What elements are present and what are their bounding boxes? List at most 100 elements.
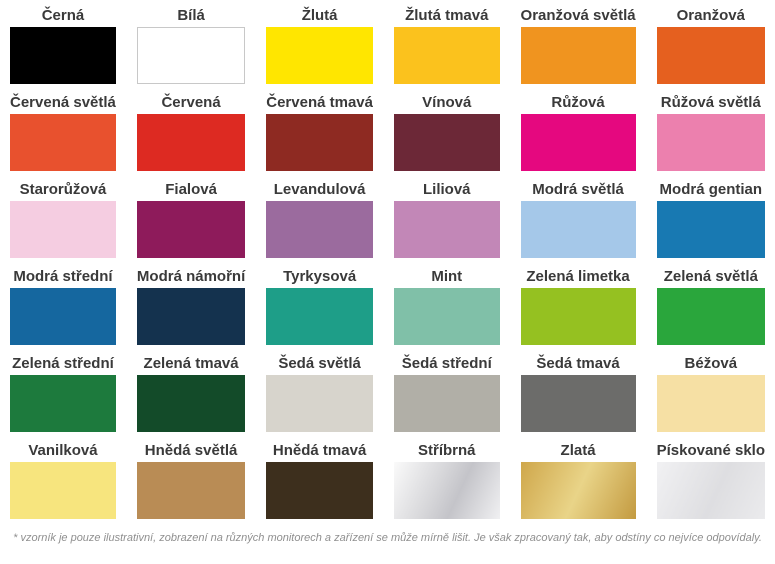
swatch-vinova: [393, 114, 500, 171]
swatch-label-cervena: Červená: [161, 94, 221, 111]
swatch-label-tyrkysova: Tyrkysová: [283, 268, 357, 285]
swatch-modra-stredni: [10, 288, 116, 345]
swatch-modra-gentian: [656, 201, 765, 258]
swatch-label-modra-stredni: Modrá střední: [13, 268, 113, 285]
swatch-cell-staroruzova: Starorůžová: [10, 178, 116, 258]
swatch-staroruzova: [10, 201, 116, 258]
swatch-cell-liliova: Liliová: [393, 178, 500, 258]
swatch-cell-hneda-tmava: Hnědá tmavá: [266, 439, 373, 519]
swatch-label-oranzova: Oranžová: [676, 7, 745, 24]
swatch-label-hneda-tmava: Hnědá tmavá: [272, 442, 367, 459]
swatch-cell-cervena-svetla: Červená světlá: [10, 91, 116, 171]
swatch-fialova: [136, 201, 246, 258]
swatch-label-ruzova-svetla: Růžová světlá: [660, 94, 761, 111]
swatch-cell-zluta: Žlutá: [266, 4, 373, 84]
swatch-cell-piskovane-sklo: Pískované sklo: [656, 439, 765, 519]
swatch-label-stribrna: Stříbrná: [418, 442, 476, 459]
swatch-cell-hneda-svetla: Hnědá světlá: [136, 439, 246, 519]
swatch-label-modra-namorni: Modrá námořní: [136, 268, 246, 285]
swatch-cell-zlata: Zlatá: [520, 439, 636, 519]
swatch-label-ruzova: Růžová: [551, 94, 605, 111]
swatch-label-cervena-svetla: Červená světlá: [10, 94, 116, 111]
swatch-label-liliova: Liliová: [423, 181, 471, 198]
swatch-label-seda-tmava: Šedá tmavá: [536, 355, 620, 372]
swatch-cell-modra-stredni: Modrá střední: [10, 265, 116, 345]
swatch-label-zelena-tmava: Zelená tmavá: [143, 355, 239, 372]
swatch-cell-ruzova-svetla: Růžová světlá: [656, 91, 765, 171]
swatch-label-oranzova-svetla: Oranžová světlá: [520, 7, 636, 24]
swatch-levandulova: [266, 201, 373, 258]
swatch-cell-oranzova: Oranžová: [656, 4, 765, 84]
swatch-label-bila: Bílá: [177, 7, 205, 24]
swatch-ruzova: [520, 114, 636, 171]
swatch-cervena: [136, 114, 246, 171]
swatch-cell-oranzova-svetla: Oranžová světlá: [520, 4, 636, 84]
swatch-cell-cervena: Červená: [136, 91, 246, 171]
swatch-zelena-stredni: [10, 375, 116, 432]
swatch-label-zelena-svetla: Zelená světlá: [663, 268, 758, 285]
swatch-label-vinova: Vínová: [422, 94, 472, 111]
swatch-cell-tyrkysova: Tyrkysová: [266, 265, 373, 345]
swatch-ruzova-svetla: [656, 114, 765, 171]
swatch-cell-levandulova: Levandulová: [266, 178, 373, 258]
swatch-zelena-tmava: [136, 375, 246, 432]
swatch-modra-svetla: [520, 201, 636, 258]
swatch-seda-stredni: [393, 375, 500, 432]
swatch-cell-modra-svetla: Modrá světlá: [520, 178, 636, 258]
swatch-zluta: [266, 27, 373, 84]
swatch-cell-zelena-svetla: Zelená světlá: [656, 265, 765, 345]
swatch-cervena-svetla: [10, 114, 116, 171]
swatch-cell-modra-gentian: Modrá gentian: [656, 178, 765, 258]
swatch-cell-zelena-limetka: Zelená limetka: [520, 265, 636, 345]
swatch-label-seda-svetla: Šedá světlá: [278, 355, 361, 372]
swatch-cell-cerna: Černá: [10, 4, 116, 84]
swatch-bezova: [656, 375, 765, 432]
swatch-label-zelena-limetka: Zelená limetka: [526, 268, 630, 285]
swatch-cerna: [10, 27, 116, 84]
swatch-cell-vinova: Vínová: [393, 91, 500, 171]
swatch-cell-fialova: Fialová: [136, 178, 246, 258]
swatch-label-bezova: Béžová: [684, 355, 738, 372]
swatch-cell-seda-tmava: Šedá tmavá: [520, 352, 636, 432]
swatch-piskovane-sklo: [656, 462, 765, 519]
swatch-oranzova-svetla: [520, 27, 636, 84]
swatch-cell-bezova: Béžová: [656, 352, 765, 432]
swatch-cell-seda-svetla: Šedá světlá: [266, 352, 373, 432]
swatch-label-piskovane-sklo: Pískované sklo: [656, 442, 765, 459]
swatch-cell-zluta-tmava: Žlutá tmavá: [393, 4, 500, 84]
swatch-label-mint: Mint: [431, 268, 463, 285]
swatch-cell-zelena-stredni: Zelená střední: [10, 352, 116, 432]
swatch-cell-ruzova: Růžová: [520, 91, 636, 171]
swatch-zlata: [520, 462, 636, 519]
swatch-label-zluta: Žlutá: [301, 7, 338, 24]
swatch-label-cerna: Černá: [41, 7, 85, 24]
swatch-cell-bila: Bílá: [136, 4, 246, 84]
swatch-vanilkova: [10, 462, 116, 519]
swatch-label-cervena-tmava: Červená tmavá: [266, 94, 373, 111]
swatch-label-modra-svetla: Modrá světlá: [532, 181, 624, 198]
swatch-modra-namorni: [136, 288, 246, 345]
swatch-label-zelena-stredni: Zelená střední: [12, 355, 114, 372]
swatch-cell-cervena-tmava: Červená tmavá: [266, 91, 373, 171]
swatch-bila: [136, 27, 246, 84]
swatch-cell-modra-namorni: Modrá námořní: [136, 265, 246, 345]
swatch-hneda-tmava: [266, 462, 373, 519]
swatch-oranzova: [656, 27, 765, 84]
swatch-cell-mint: Mint: [393, 265, 500, 345]
swatch-cell-seda-stredni: Šedá střední: [393, 352, 500, 432]
swatch-zelena-limetka: [520, 288, 636, 345]
swatch-cell-vanilkova: Vanilková: [10, 439, 116, 519]
swatch-cervena-tmava: [266, 114, 373, 171]
disclaimer-footnote: * vzorník je pouze ilustrativní, zobraze…: [13, 532, 762, 544]
swatch-label-hneda-svetla: Hnědá světlá: [144, 442, 238, 459]
swatch-zelena-svetla: [656, 288, 765, 345]
swatch-label-zlata: Zlatá: [560, 442, 596, 459]
swatch-tyrkysova: [266, 288, 373, 345]
swatch-mint: [393, 288, 500, 345]
swatch-seda-svetla: [266, 375, 373, 432]
color-grid: Černá Bílá Žlutá Žlutá tmavá Oranžová světlá…: [10, 4, 765, 519]
swatch-label-staroruzova: Starorůžová: [19, 181, 107, 198]
swatch-label-vanilkova: Vanilková: [28, 442, 98, 459]
swatch-label-levandulova: Levandulová: [273, 181, 366, 198]
swatch-label-modra-gentian: Modrá gentian: [659, 181, 763, 198]
